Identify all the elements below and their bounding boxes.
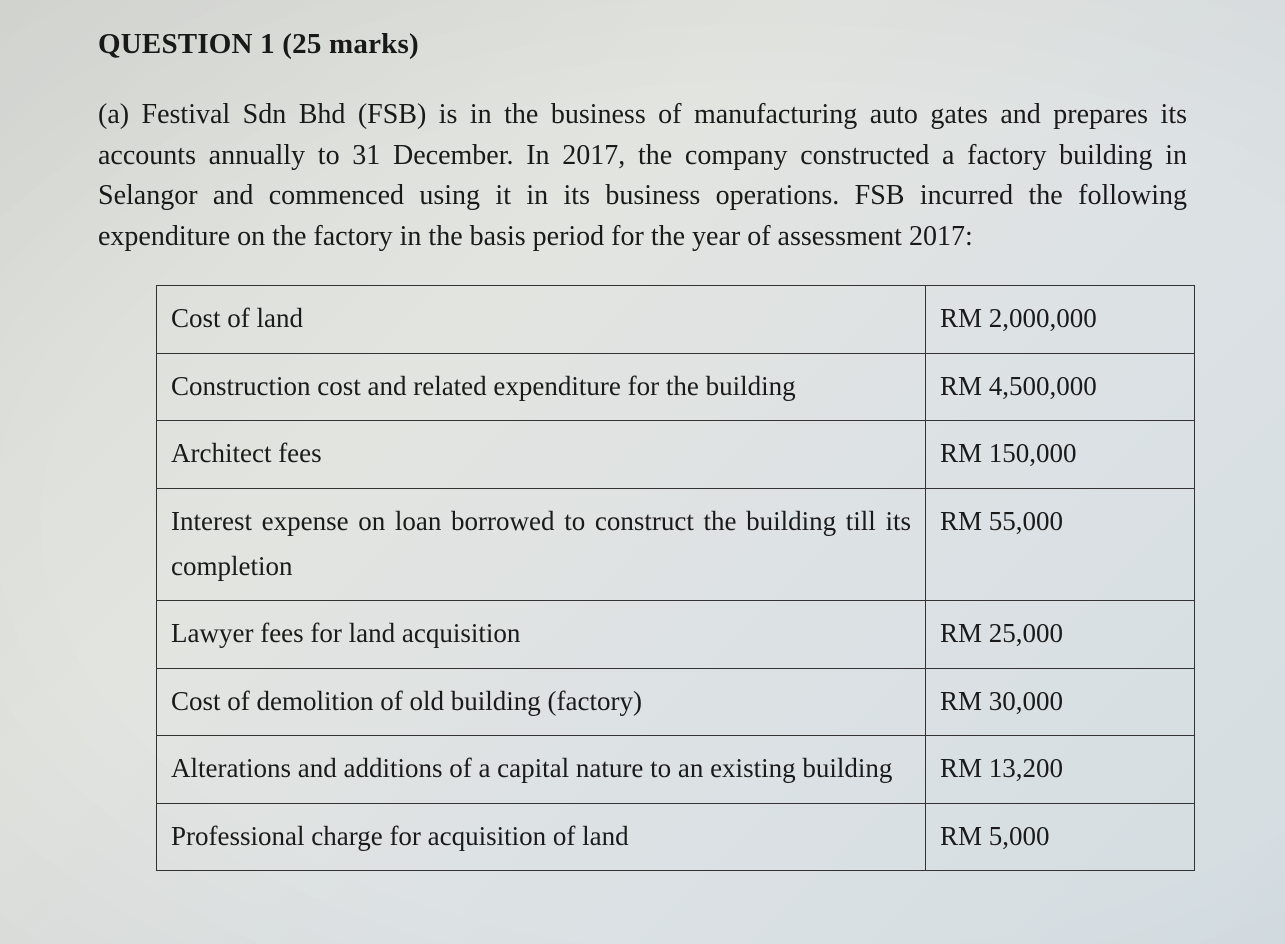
cell-desc: Architect fees [157,421,926,489]
cell-desc: Interest expense on loan borrowed to con… [157,489,926,601]
table-row: Lawyer fees for land acquisition RM 25,0… [157,601,1195,669]
expenditure-table-wrap: Cost of land RM 2,000,000 Construction c… [156,285,1177,871]
table-row: Architect fees RM 150,000 [157,421,1195,489]
cell-amount: RM 4,500,000 [926,353,1195,421]
table-row: Interest expense on loan borrowed to con… [157,489,1195,601]
cell-amount: RM 13,200 [926,736,1195,804]
cell-desc: Construction cost and related expenditur… [157,353,926,421]
cell-amount: RM 5,000 [926,803,1195,871]
question-heading: QUESTION 1 (25 marks) [98,28,1187,61]
question-paragraph: (a) Festival Sdn Bhd (FSB) is in the bus… [98,95,1187,257]
cell-desc: Cost of demolition of old building (fact… [157,668,926,736]
cell-desc: Cost of land [157,286,926,354]
cell-desc: Professional charge for acquisition of l… [157,803,926,871]
document-page: QUESTION 1 (25 marks) (a) Festival Sdn B… [0,0,1285,911]
cell-amount: RM 150,000 [926,421,1195,489]
cell-desc: Lawyer fees for land acquisition [157,601,926,669]
table-row: Alterations and additions of a capital n… [157,736,1195,804]
cell-amount: RM 30,000 [926,668,1195,736]
table-row: Cost of demolition of old building (fact… [157,668,1195,736]
cell-amount: RM 2,000,000 [926,286,1195,354]
cell-amount: RM 55,000 [926,489,1195,601]
table-row: Cost of land RM 2,000,000 [157,286,1195,354]
cell-desc: Alterations and additions of a capital n… [157,736,926,804]
cell-amount: RM 25,000 [926,601,1195,669]
expenditure-table: Cost of land RM 2,000,000 Construction c… [156,285,1195,871]
table-row: Professional charge for acquisition of l… [157,803,1195,871]
table-row: Construction cost and related expenditur… [157,353,1195,421]
